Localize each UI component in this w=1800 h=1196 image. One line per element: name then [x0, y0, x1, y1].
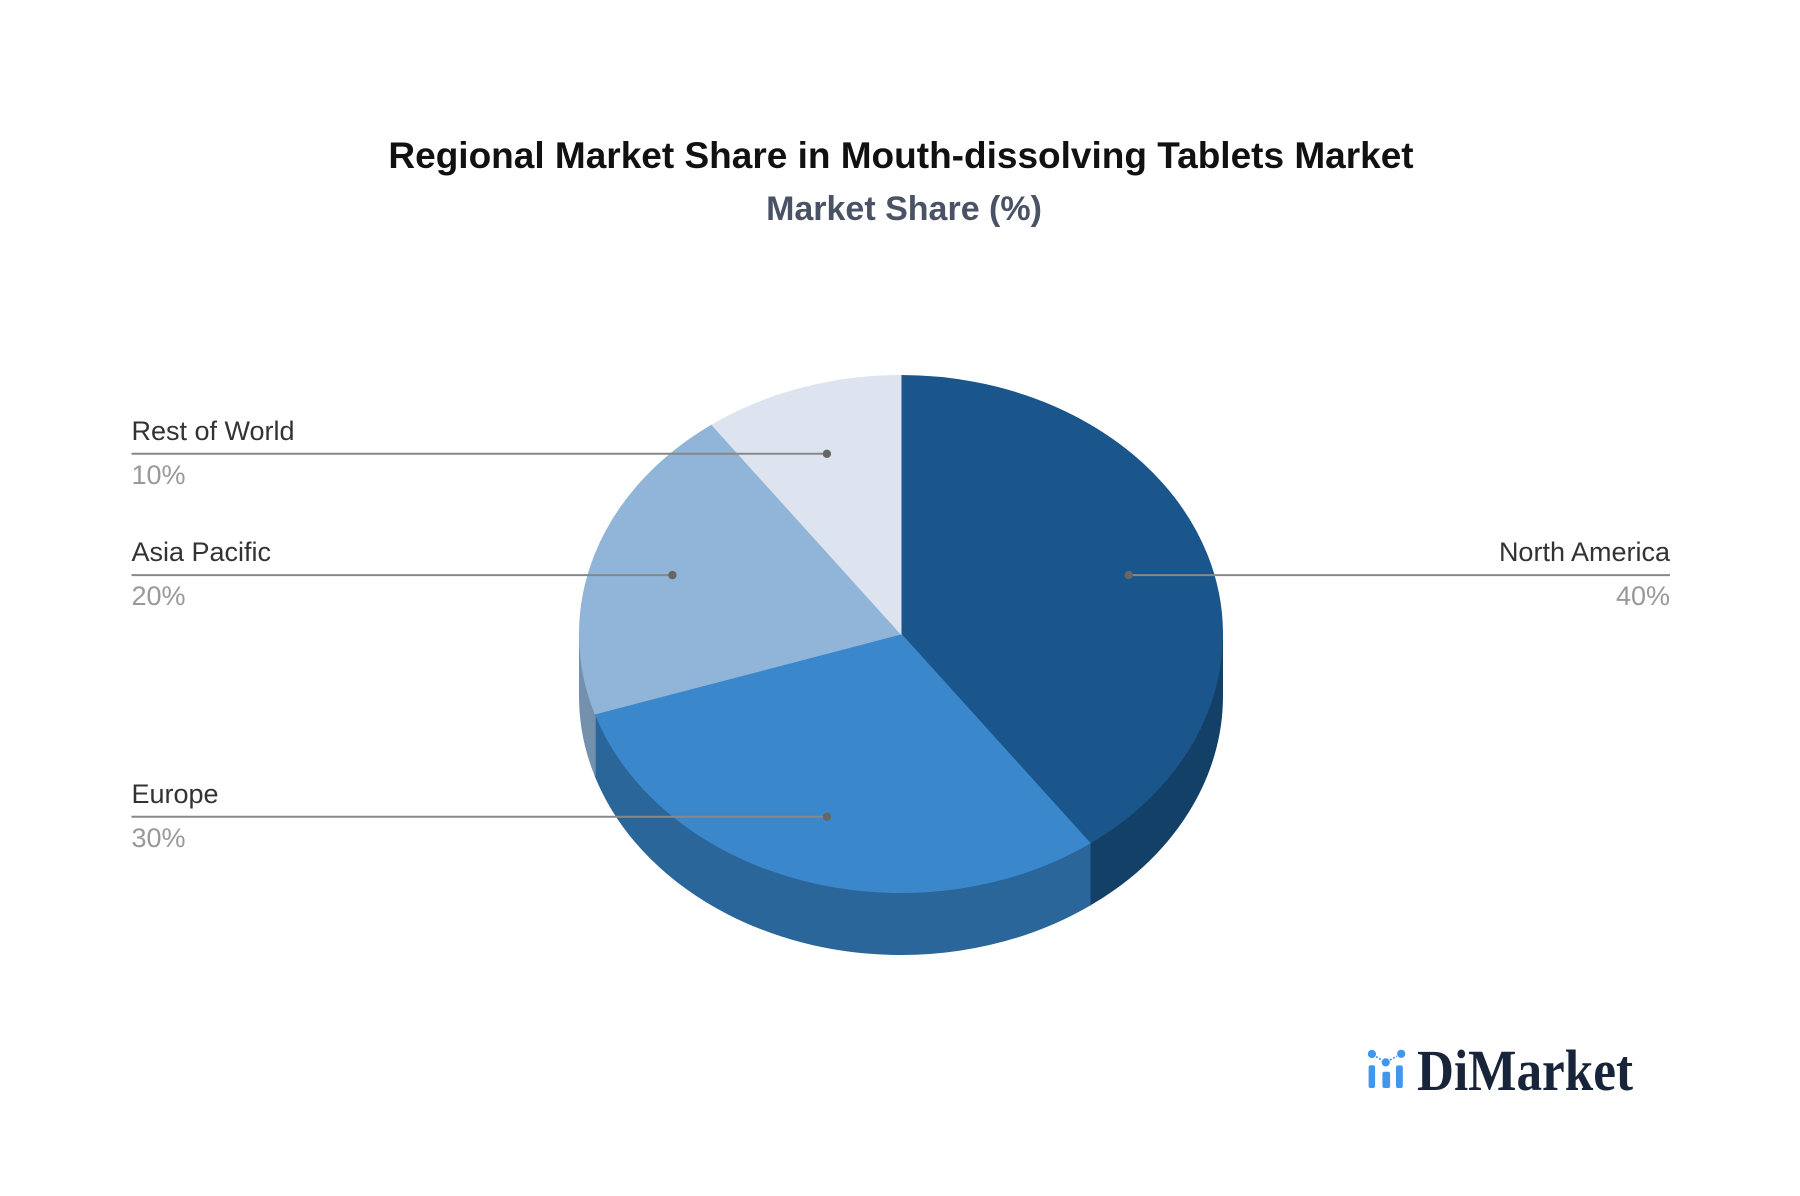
- svg-text:40%: 40%: [1616, 581, 1670, 611]
- svg-text:10%: 10%: [132, 460, 186, 490]
- svg-text:Regional Market Share in Mouth: Regional Market Share in Mouth-dissolvin…: [388, 135, 1413, 176]
- svg-text:Market Share (%): Market Share (%): [766, 190, 1042, 228]
- svg-text:North America: North America: [1499, 537, 1671, 567]
- svg-text:Europe: Europe: [132, 779, 219, 809]
- svg-text:20%: 20%: [132, 581, 186, 611]
- svg-text:30%: 30%: [132, 823, 186, 853]
- svg-text:Rest of World: Rest of World: [132, 416, 295, 446]
- svg-text:Asia Pacific: Asia Pacific: [132, 537, 272, 567]
- svg-text:DiMarket: DiMarket: [1417, 1038, 1634, 1103]
